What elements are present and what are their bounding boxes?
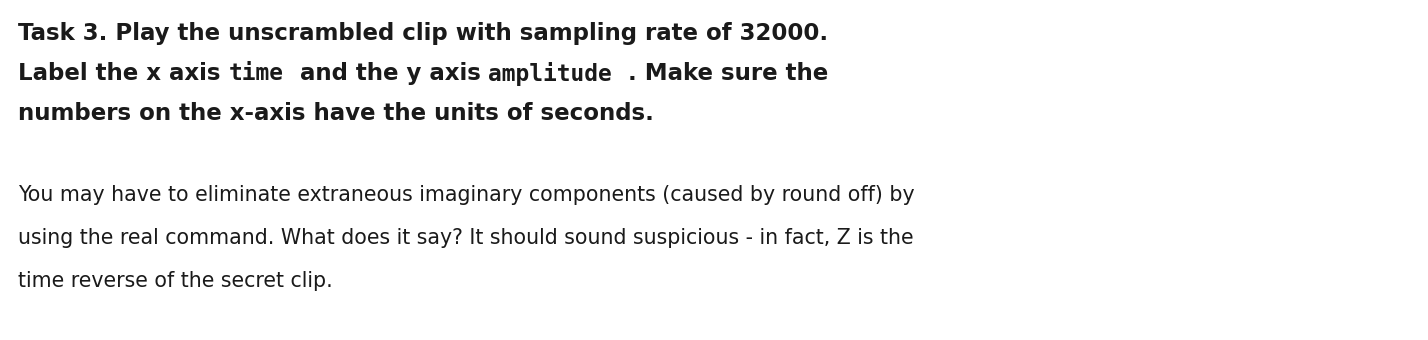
Text: amplitude: amplitude <box>488 62 613 86</box>
Text: . Make sure the: . Make sure the <box>613 62 828 85</box>
Text: You may have to eliminate extraneous imaginary components (caused by round off) : You may have to eliminate extraneous ima… <box>19 185 914 205</box>
Text: and the y axis: and the y axis <box>284 62 488 85</box>
Text: time reverse of the secret clip.: time reverse of the secret clip. <box>19 271 333 291</box>
Text: Task 3. Play the unscrambled clip with sampling rate of 32000.: Task 3. Play the unscrambled clip with s… <box>19 22 828 45</box>
Text: time: time <box>228 62 284 85</box>
Text: using the real command. What does it say? It should sound suspicious - in fact, : using the real command. What does it say… <box>19 228 914 248</box>
Text: Label the x axis: Label the x axis <box>19 62 228 85</box>
Text: numbers on the x-axis have the units of seconds.: numbers on the x-axis have the units of … <box>19 102 654 125</box>
